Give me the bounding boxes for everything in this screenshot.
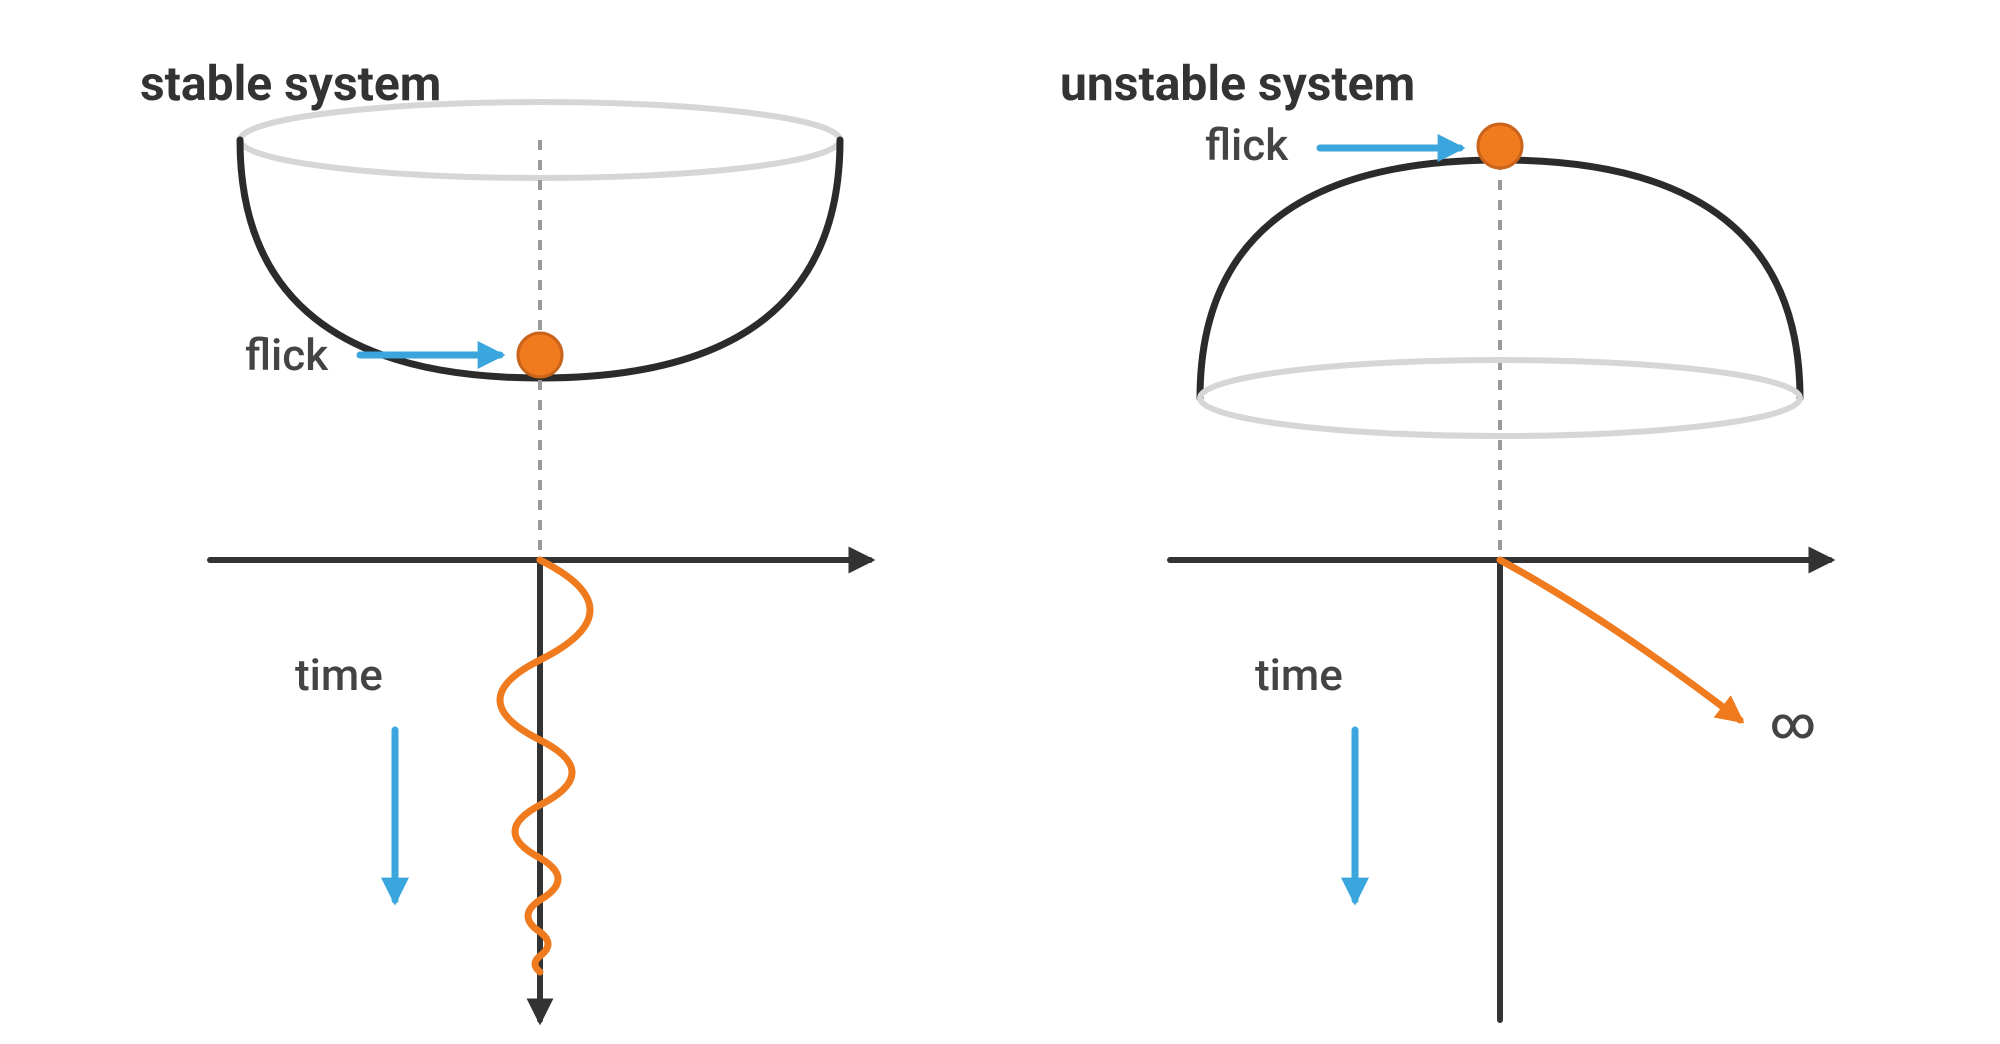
unstable-ball-icon xyxy=(1478,124,1522,168)
unstable-time-label: time xyxy=(1255,649,1343,701)
stable-time-label: time xyxy=(295,649,383,701)
unstable-diverge-curve xyxy=(1500,560,1740,720)
stable-flick-label: flick xyxy=(245,329,329,381)
unstable-title: unstable system xyxy=(1060,55,1415,112)
stable-damped-curve xyxy=(500,560,590,972)
infinity-symbol: ∞ xyxy=(1770,697,1816,749)
stable-ball-icon xyxy=(518,333,562,377)
stable-title: stable system xyxy=(140,55,441,112)
unstable-flick-label: flick xyxy=(1205,119,1289,171)
